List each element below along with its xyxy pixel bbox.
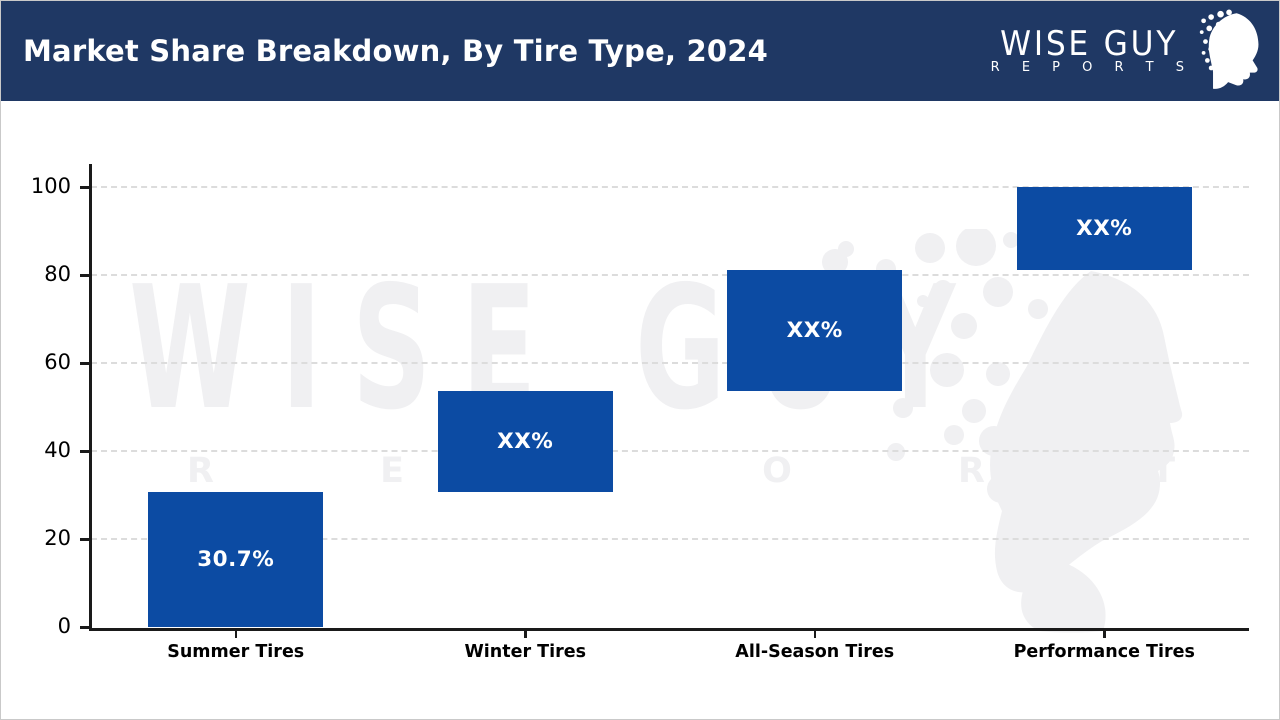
header-banner: Market Share Breakdown, By Tire Type, 20… <box>1 1 1279 101</box>
page-title: Market Share Breakdown, By Tire Type, 20… <box>23 34 768 68</box>
y-axis-tick <box>80 274 89 277</box>
x-axis-label: Winter Tires <box>464 642 587 662</box>
gridline-y-80 <box>91 274 1249 276</box>
gridline-y-40 <box>91 450 1249 452</box>
y-axis-tick <box>80 186 89 189</box>
bar-value-label: 30.7% <box>197 546 275 572</box>
y-tick-label: 100 <box>30 174 71 198</box>
bar-value-label: XX% <box>786 318 843 344</box>
x-axis-tick <box>524 630 527 638</box>
y-axis-tick <box>80 538 89 541</box>
logo-subtext: R E P O R T S <box>990 60 1193 76</box>
y-axis-line <box>89 164 92 631</box>
bar-summer-tires: 30.7% <box>148 491 324 627</box>
x-axis-label: Summer Tires <box>167 642 305 662</box>
logo-head-icon <box>1199 9 1259 89</box>
y-axis-tick <box>80 626 89 629</box>
gridline-y-60 <box>91 362 1249 364</box>
gridline-y-100 <box>91 186 1249 188</box>
gridline-y-20 <box>91 538 1249 540</box>
x-axis-label: Performance Tires <box>1013 642 1195 662</box>
x-axis-tick <box>234 630 237 638</box>
y-tick-label: 20 <box>44 526 71 550</box>
y-axis-tick <box>80 450 89 453</box>
y-tick-label: 40 <box>44 438 71 462</box>
x-axis-label: All-Season Tires <box>735 642 895 662</box>
bar-all-season-tires: XX% <box>727 270 903 392</box>
watermark-head-icon <box>822 229 1183 633</box>
y-axis-tick <box>80 362 89 365</box>
y-tick-label: 80 <box>44 262 71 286</box>
bar-value-label: XX% <box>1076 216 1133 242</box>
bar-performance-tires: XX% <box>1016 187 1192 271</box>
y-tick-label: 60 <box>44 350 71 374</box>
brand-logo: WISE GUY R E P O R T S <box>985 7 1263 95</box>
brand-logo-text: WISE GUY R E P O R T S <box>985 23 1193 76</box>
x-axis-tick <box>1103 630 1106 638</box>
x-axis-line <box>89 628 1249 631</box>
bar-value-label: XX% <box>497 429 554 455</box>
x-axis-tick <box>813 630 816 638</box>
logo-wordmark: WISE GUY <box>999 23 1178 64</box>
y-tick-label: 0 <box>57 614 71 638</box>
bar-winter-tires: XX% <box>437 391 613 492</box>
